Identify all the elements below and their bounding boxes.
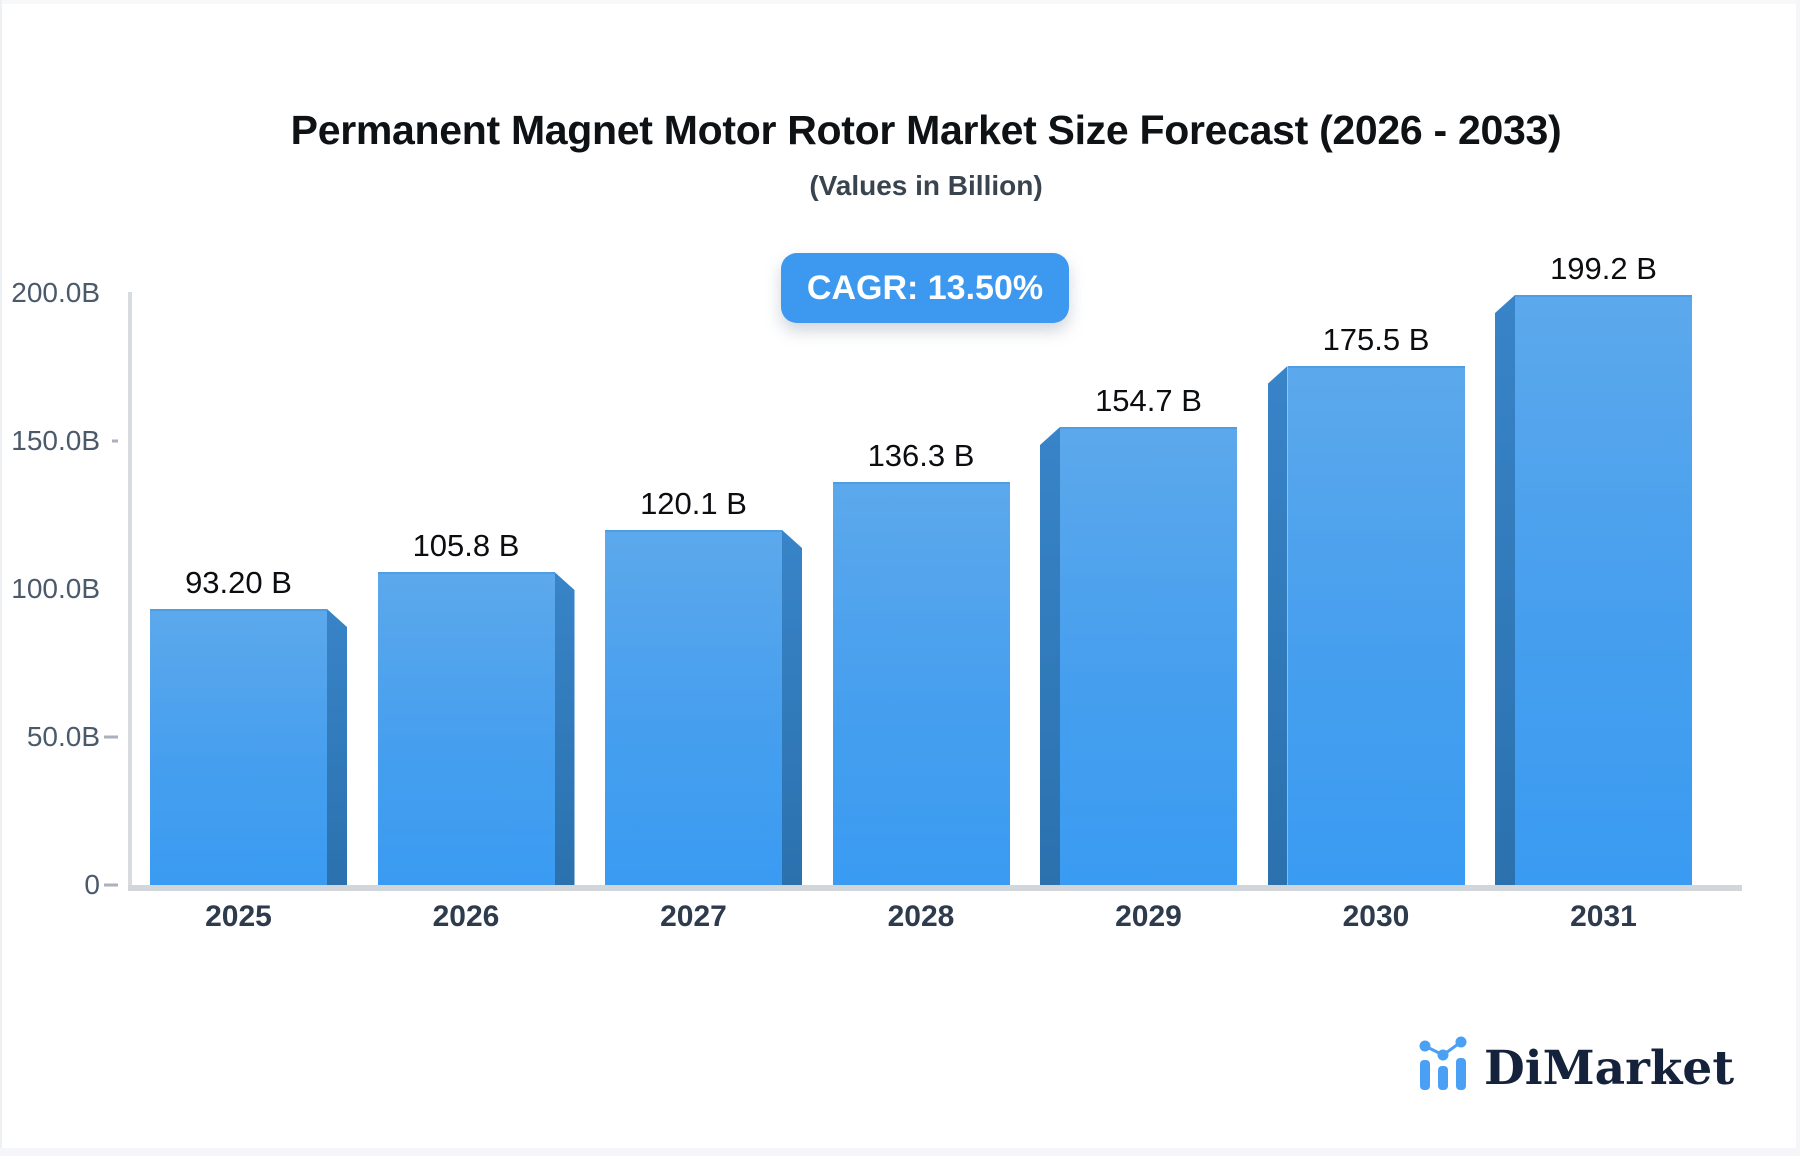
chart-title: Permanent Magnet Motor Rotor Market Size…	[290, 107, 1562, 153]
y-axis-label: 200.0B	[11, 277, 100, 308]
page-edge-left	[0, 0, 2, 1156]
bar-face	[377, 572, 555, 885]
bar-chart-trend-icon	[1419, 1036, 1467, 1090]
y-axis-label: 50.0B	[26, 721, 100, 752]
x-axis-label: 2026	[432, 900, 500, 933]
bar-side-face	[1040, 427, 1060, 885]
bar-face	[605, 530, 782, 885]
bar-value-label: 199.2 B	[1550, 251, 1657, 286]
x-axis-label: 2028	[887, 900, 955, 933]
y-axis-label: 100.0B	[11, 573, 100, 604]
bar-value-label: 154.7 B	[1095, 383, 1202, 418]
bar-side-face	[1495, 295, 1515, 885]
brand-logo: DiMarket	[1418, 1036, 1735, 1096]
bar-face	[150, 609, 327, 885]
cagr-badge: CAGR: 13.50%	[781, 253, 1069, 323]
bar-side-face	[554, 572, 575, 885]
x-axis-label: 2027	[660, 900, 727, 933]
bar-side-face	[782, 530, 802, 885]
bar-side-face	[327, 609, 347, 885]
x-axis-label: 2030	[1342, 900, 1410, 933]
bar-face	[1060, 427, 1237, 885]
y-axis-label: 0	[84, 869, 100, 900]
page-edge-top	[0, 0, 1800, 4]
x-axis-label: 2031	[1570, 900, 1637, 933]
x-axis-line	[128, 885, 1742, 891]
brand-name: DiMarket	[1484, 1040, 1735, 1096]
bar-value-label: 105.8 B	[412, 528, 520, 563]
x-axis-label: 2029	[1115, 900, 1182, 933]
y-axis-tick	[104, 735, 118, 739]
bar-face	[1287, 366, 1465, 885]
y-axis-label: 150.0B	[11, 425, 100, 456]
x-axis-label: 2025	[205, 900, 272, 933]
y-axis-tick	[104, 883, 118, 887]
bar-side-face	[1267, 366, 1288, 885]
y-axis-line	[128, 292, 132, 891]
page-edge-bottom	[0, 1148, 1800, 1156]
bar-value-label: 175.5 B	[1322, 322, 1430, 357]
bar-face	[1515, 295, 1692, 885]
chart-subtitle: (Values in Billion)	[809, 170, 1043, 201]
bar-value-label: 93.20 B	[185, 565, 292, 600]
y-axis-tick	[112, 439, 118, 443]
bar-face	[832, 482, 1010, 885]
bar-value-label: 120.1 B	[640, 486, 747, 521]
bar-value-label: 136.3 B	[867, 438, 975, 473]
page-edge-right	[1796, 0, 1800, 1156]
